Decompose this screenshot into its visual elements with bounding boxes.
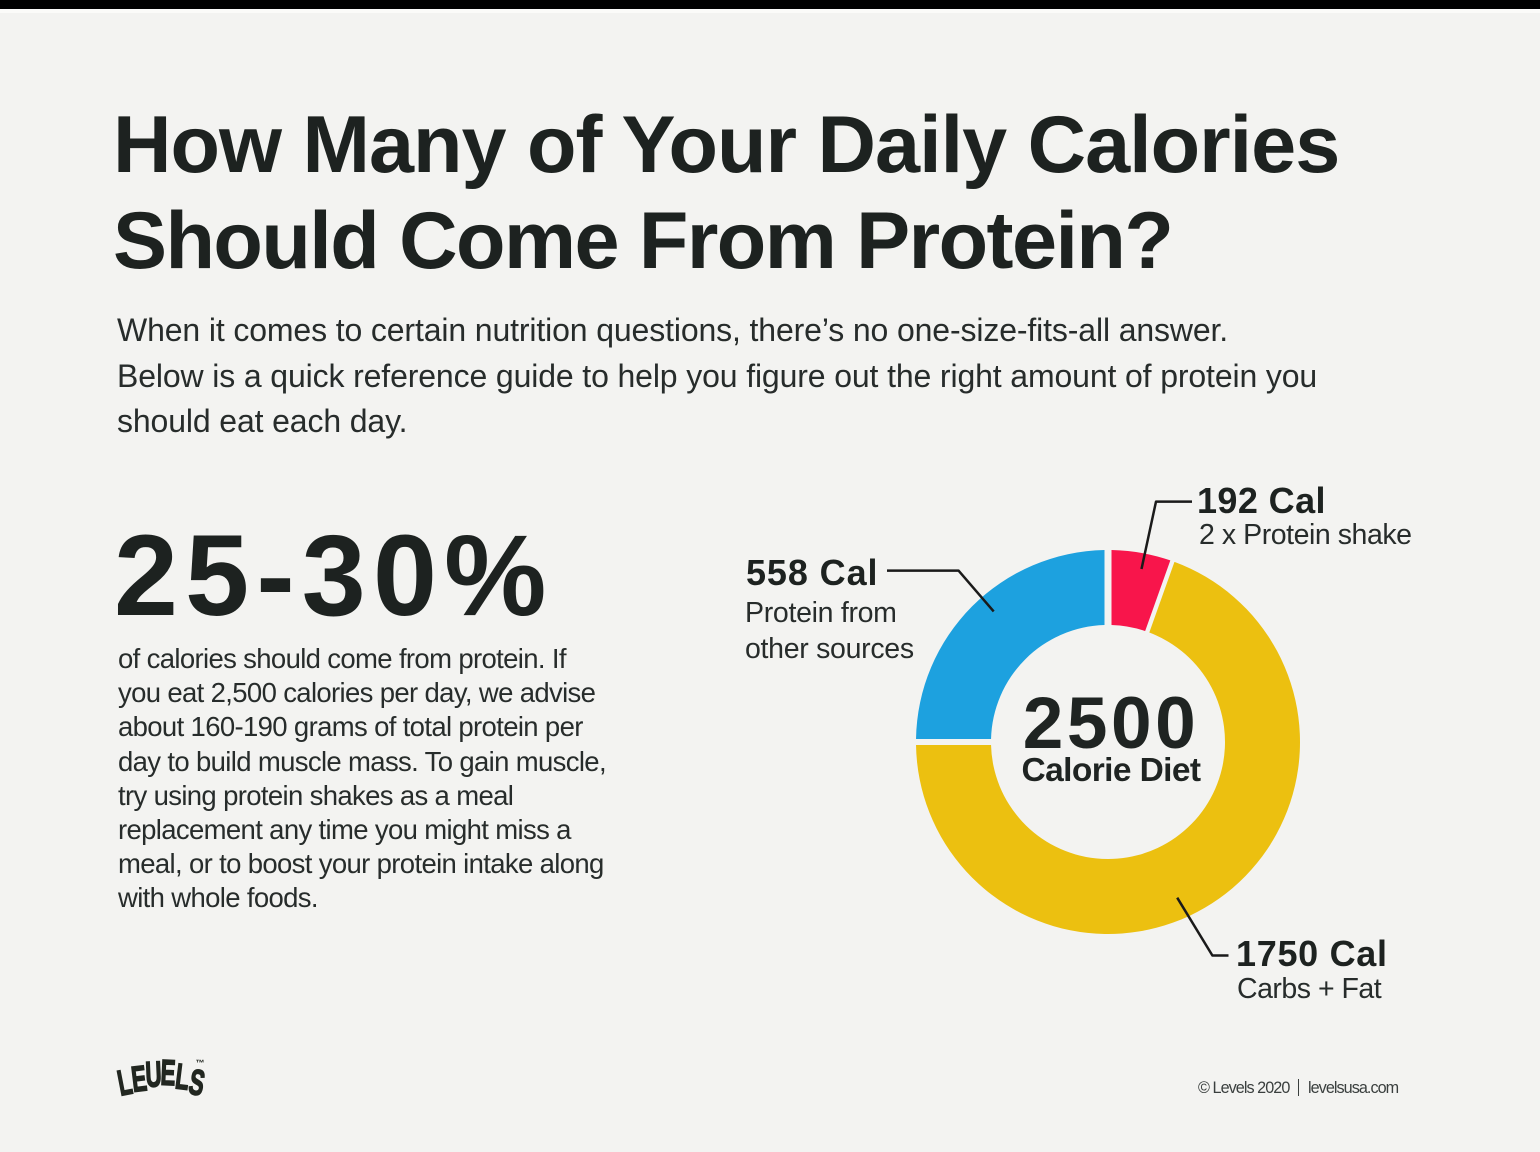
svg-text:L: L [173,1057,191,1098]
svg-text:U: U [145,1055,163,1095]
svg-text:E: E [160,1053,177,1093]
svg-text:™: ™ [196,1058,205,1068]
svg-text:S: S [186,1062,208,1102]
svg-text:E: E [129,1059,149,1100]
